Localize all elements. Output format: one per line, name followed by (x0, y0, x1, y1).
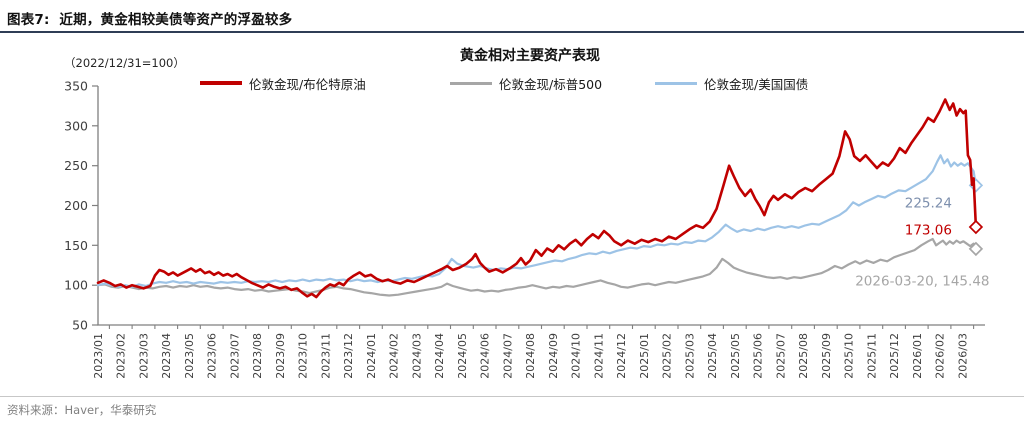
data-label: 225.24 (905, 195, 952, 211)
legend-line-swatch (655, 81, 697, 85)
x-tick-label: 2023/09 (274, 333, 287, 379)
x-tick-label: 2025/07 (774, 333, 787, 379)
x-tick-label: 2024/05 (456, 333, 469, 379)
x-tick-label: 2024/08 (524, 333, 537, 379)
x-tick-label: 2026/03 (956, 333, 969, 379)
x-tick-label: 2024/04 (433, 333, 446, 379)
source-note: 资料来源：Haver，华泰研究 (7, 403, 157, 417)
y-tick-label: 350 (64, 79, 88, 94)
data-label: 173.06 (905, 222, 952, 238)
x-tick-label: 2024/09 (547, 333, 560, 379)
x-tick-label: 2024/03 (410, 333, 423, 379)
x-tick-label: 2025/04 (706, 333, 719, 379)
axis-unit-label: （2022/12/31=100） (64, 56, 185, 70)
series-line (96, 237, 978, 297)
x-tick-label: 2024/12 (615, 333, 628, 379)
x-tick-label: 2025/11 (865, 333, 878, 379)
x-tick-label: 2023/07 (229, 333, 242, 379)
header-rule (0, 31, 1024, 33)
chart-title: 黄金相对主要资产表现 (460, 48, 600, 64)
x-tick-label: 2025/01 (638, 333, 651, 379)
y-tick-label: 150 (64, 238, 88, 253)
series-end-diamond-marker (968, 219, 984, 235)
legend-item: 伦敦金现/标普500 (450, 75, 603, 92)
legend-label: 伦敦金现/标普500 (499, 76, 603, 92)
data-label: 2026-03-20, 145.48 (855, 273, 989, 289)
y-tick-label: 100 (64, 278, 88, 293)
x-tick-label: 2024/01 (365, 333, 378, 379)
x-tick-label: 2026/02 (934, 333, 947, 379)
legend-line-swatch (200, 81, 242, 85)
series-end-diamond-marker (968, 241, 984, 257)
x-tick-label: 2025/12 (888, 333, 901, 379)
x-tick-label: 2024/10 (570, 333, 583, 379)
legend-line-swatch (450, 81, 492, 85)
x-tick-label: 2024/06 (479, 333, 492, 379)
x-tick-label: 2023/02 (115, 333, 128, 379)
x-tick-label: 2023/03 (138, 333, 151, 379)
legend-item: 伦敦金现/美国国债 (655, 75, 809, 92)
legend-item: 伦敦金现/布伦特原油 (200, 75, 366, 92)
x-tick-label: 2025/06 (752, 333, 765, 379)
x-tick-label: 2025/05 (729, 333, 742, 379)
footer-rule (0, 396, 1024, 397)
x-tick-label: 2025/03 (683, 333, 696, 379)
legend-label: 伦敦金现/布伦特原油 (249, 76, 366, 92)
x-tick-label: 2026/01 (911, 333, 924, 379)
x-tick-label: 2025/02 (661, 333, 674, 379)
x-tick-label: 2023/04 (160, 333, 173, 379)
x-tick-label: 2024/07 (501, 333, 514, 379)
series-line (96, 98, 978, 299)
x-tick-label: 2023/10 (297, 333, 310, 379)
x-tick-label: 2025/08 (797, 333, 810, 379)
x-tick-label: 2024/11 (592, 333, 605, 379)
x-tick-label: 2023/06 (206, 333, 219, 379)
x-tick-label: 2024/02 (388, 333, 401, 379)
x-tick-label: 2025/10 (843, 333, 856, 379)
annotations: 225.24 173.06 2026-03-20, 145.48 (855, 195, 989, 289)
figure-title: 图表7: 近期，黄金相较美债等资产的浮盈较多 (7, 12, 293, 28)
x-tick-label: 2025/09 (820, 333, 833, 379)
y-axis: 50 100 150 200 250 300 350 (64, 79, 98, 333)
y-tick-label: 250 (64, 158, 88, 173)
legend: 伦敦金现/布伦特原油 伦敦金现/标普500 伦敦金现/美国国债 (0, 75, 1024, 93)
x-axis: 2023/01 2023/02 2023/03 2023/04 2023/05 2023/… (92, 325, 975, 379)
x-tick-label: 2023/08 (251, 333, 264, 379)
legend-label: 伦敦金现/美国国债 (704, 76, 809, 92)
x-tick-label: 2023/11 (319, 333, 332, 379)
x-tick-label: 2023/01 (92, 333, 105, 379)
y-tick-label: 50 (72, 318, 88, 333)
series-line (96, 154, 978, 288)
y-tick-label: 200 (64, 198, 88, 213)
x-tick-label: 2023/05 (183, 333, 196, 379)
x-tick-label: 2023/12 (342, 333, 355, 379)
y-tick-label: 300 (64, 118, 88, 133)
